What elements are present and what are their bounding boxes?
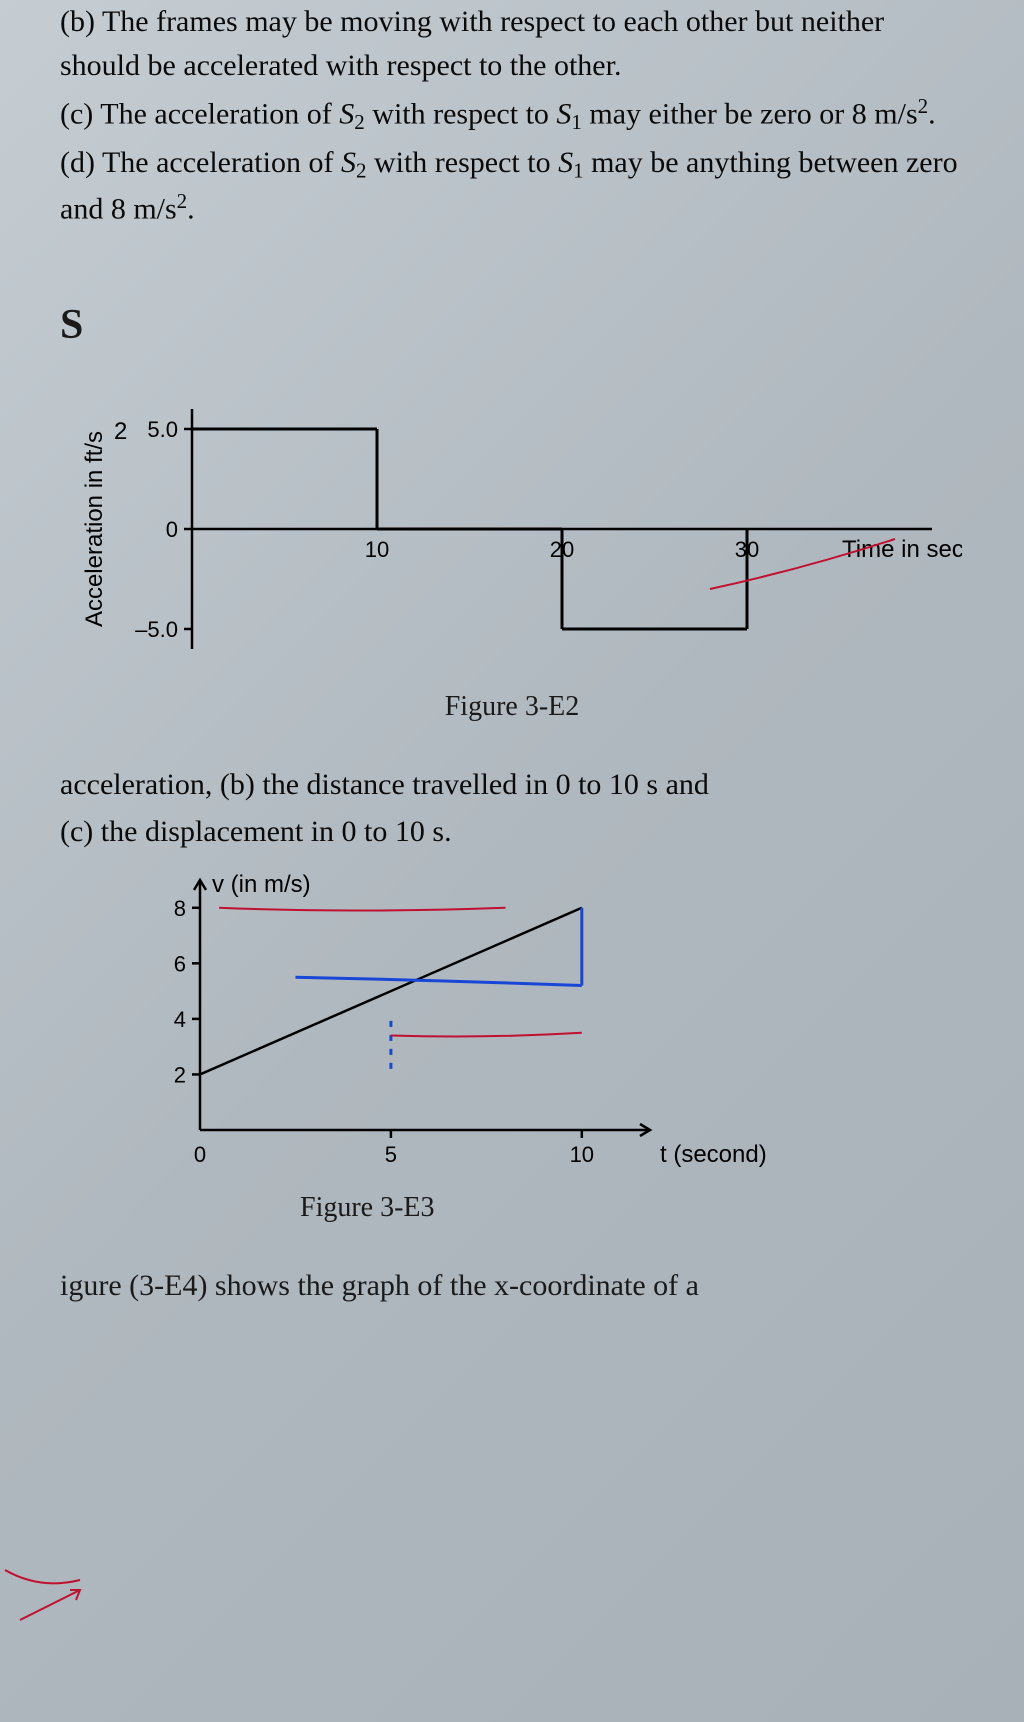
option-c-end: . xyxy=(928,98,936,131)
svg-text:0: 0 xyxy=(166,517,178,542)
option-b: (b) The frames may be moving with respec… xyxy=(60,0,964,87)
option-c-prefix: (c) The acceleration of xyxy=(60,98,339,131)
chart-velocity-time: 2 4 6 8 0 5 10 v (in m/s) t (second) xyxy=(100,860,800,1180)
option-d-prefix: (d) The acceleration of xyxy=(60,146,341,179)
chart2-svg: 2 4 6 8 0 5 10 v (in m/s) t (second) xyxy=(100,860,800,1180)
svg-text:2: 2 xyxy=(114,418,127,445)
sub-2-d: 2 xyxy=(356,158,367,182)
symbol-s2: S xyxy=(339,98,354,131)
svg-text:8: 8 xyxy=(174,896,186,921)
sub-1-d: 1 xyxy=(573,158,584,182)
chart1-caption: Figure 3-E2 xyxy=(60,691,964,723)
symbol-s1-d: S xyxy=(558,146,573,179)
sub-2: 2 xyxy=(354,110,365,134)
sup-2-d: 2 xyxy=(177,189,188,213)
mid-text-line1: acceleration, (b) the distance travelled… xyxy=(60,763,964,807)
chart-acceleration-time: 5.00–5.0102030Acceleration in ft/s2Time … xyxy=(62,379,962,679)
svg-text:10: 10 xyxy=(365,537,389,562)
svg-text:0: 0 xyxy=(194,1142,206,1167)
option-d: (d) The acceleration of S2 with respect … xyxy=(60,141,964,231)
chart2-caption: Figure 3-E3 xyxy=(300,1192,964,1224)
option-d-end: . xyxy=(187,192,195,225)
option-c: (c) The acceleration of S2 with respect … xyxy=(60,91,964,137)
option-c-mid: with respect to xyxy=(365,98,557,131)
svg-text:5: 5 xyxy=(385,1142,397,1167)
section-letter-s: S xyxy=(60,301,964,349)
svg-text:10: 10 xyxy=(570,1142,594,1167)
svg-text:5.0: 5.0 xyxy=(147,417,178,442)
option-d-mid: with respect to xyxy=(366,146,558,179)
svg-text:t (second): t (second) xyxy=(660,1141,767,1168)
page: (b) The frames may be moving with respec… xyxy=(0,0,1024,1722)
svg-text:4: 4 xyxy=(174,1007,186,1032)
svg-text:–5.0: –5.0 xyxy=(135,617,178,642)
svg-text:2: 2 xyxy=(174,1062,186,1087)
mid-text-line2: (c) the displacement in 0 to 10 s. xyxy=(60,810,964,854)
option-c-suffix: may either be zero or 8 m/s xyxy=(582,98,918,131)
svg-text:Acceleration in ft/s: Acceleration in ft/s xyxy=(81,431,108,627)
sup-2: 2 xyxy=(918,94,929,118)
chart1-svg: 5.00–5.0102030Acceleration in ft/s2Time … xyxy=(62,379,962,679)
symbol-s2-d: S xyxy=(341,146,356,179)
sub-1: 1 xyxy=(571,110,582,134)
symbol-s1: S xyxy=(556,98,571,131)
bottom-text: igure (3-E4) shows the graph of the x-co… xyxy=(60,1264,964,1308)
red-arrow-scribble xyxy=(0,1530,140,1630)
svg-text:6: 6 xyxy=(174,951,186,976)
svg-text:v (in m/s): v (in m/s) xyxy=(212,871,311,898)
